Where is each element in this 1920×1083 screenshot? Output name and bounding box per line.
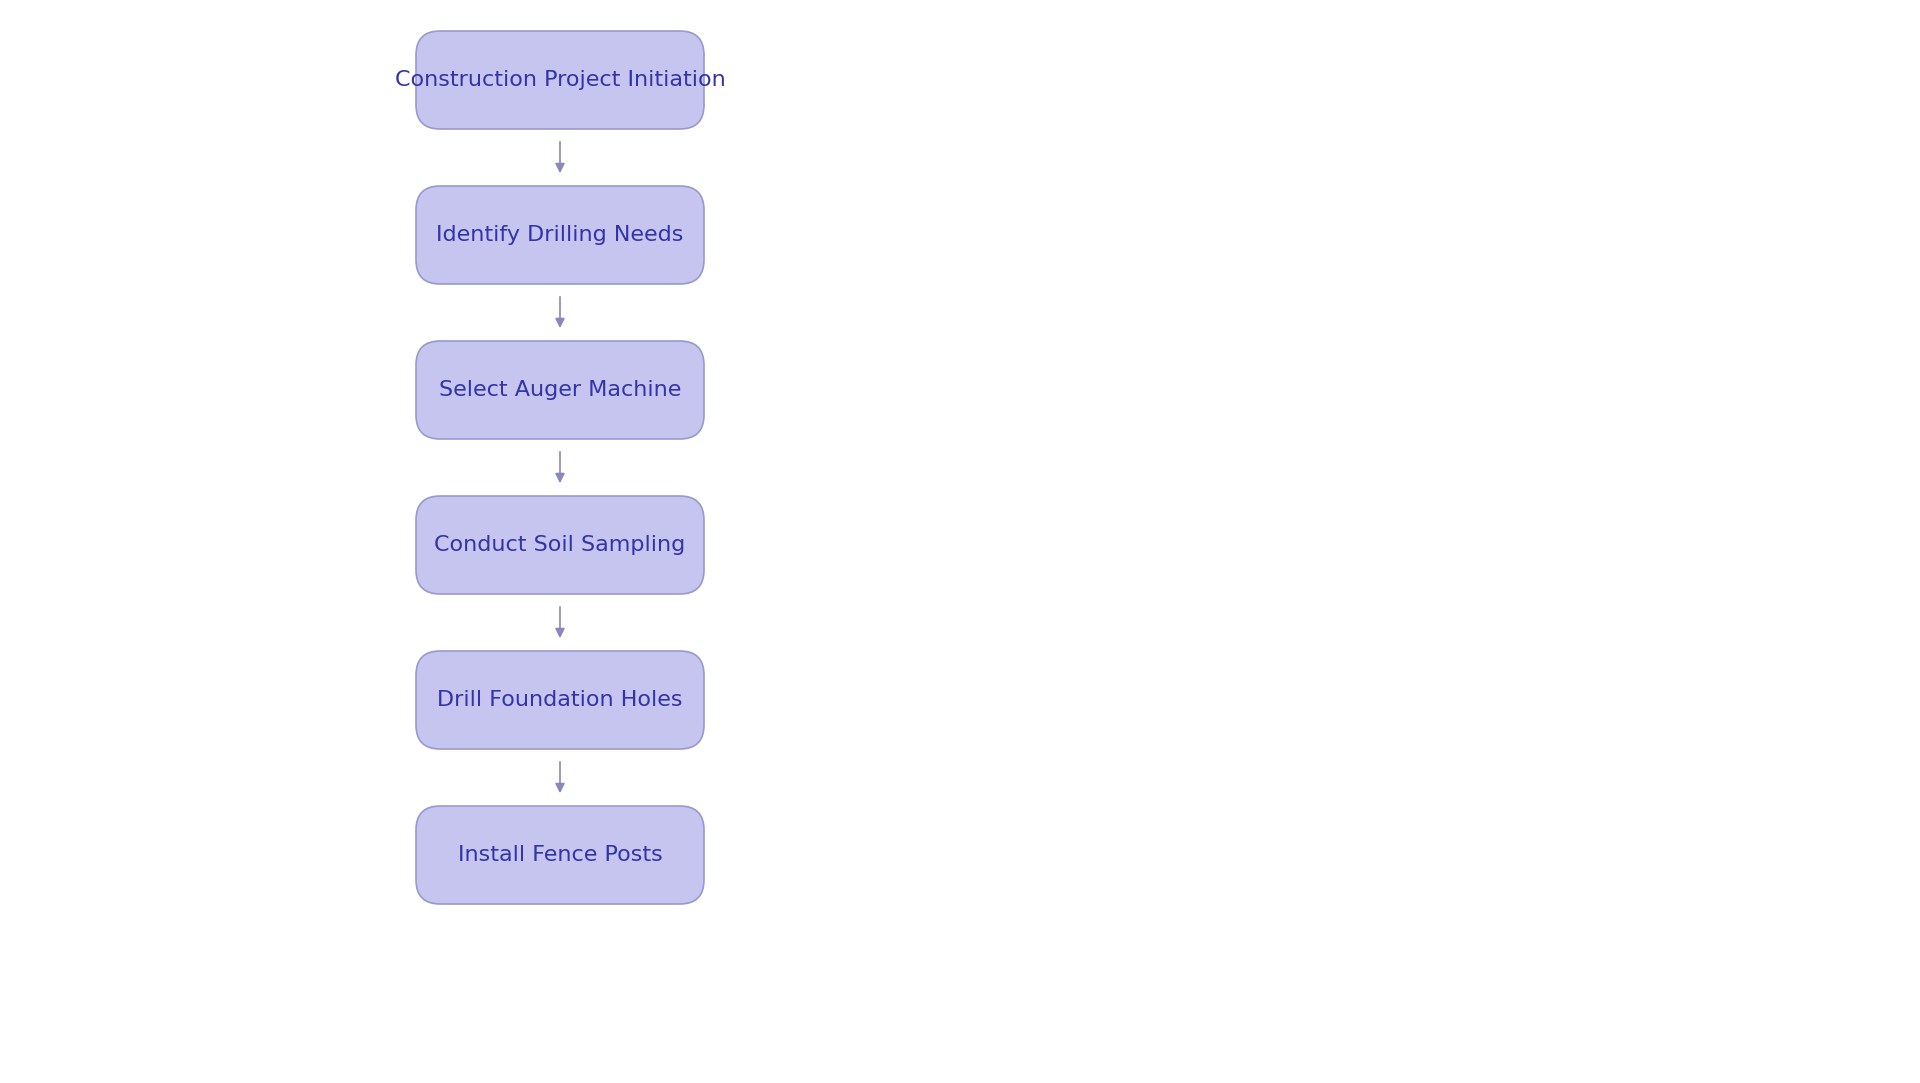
FancyBboxPatch shape [417,806,705,904]
FancyBboxPatch shape [417,496,705,593]
FancyBboxPatch shape [417,186,705,284]
FancyBboxPatch shape [417,31,705,129]
Text: Conduct Soil Sampling: Conduct Soil Sampling [434,535,685,554]
Text: Install Fence Posts: Install Fence Posts [457,845,662,865]
Text: Select Auger Machine: Select Auger Machine [440,380,682,400]
Text: Construction Project Initiation: Construction Project Initiation [396,70,726,90]
Text: Identify Drilling Needs: Identify Drilling Needs [436,225,684,245]
FancyBboxPatch shape [417,341,705,439]
FancyBboxPatch shape [417,651,705,749]
Text: Drill Foundation Holes: Drill Foundation Holes [438,690,684,710]
